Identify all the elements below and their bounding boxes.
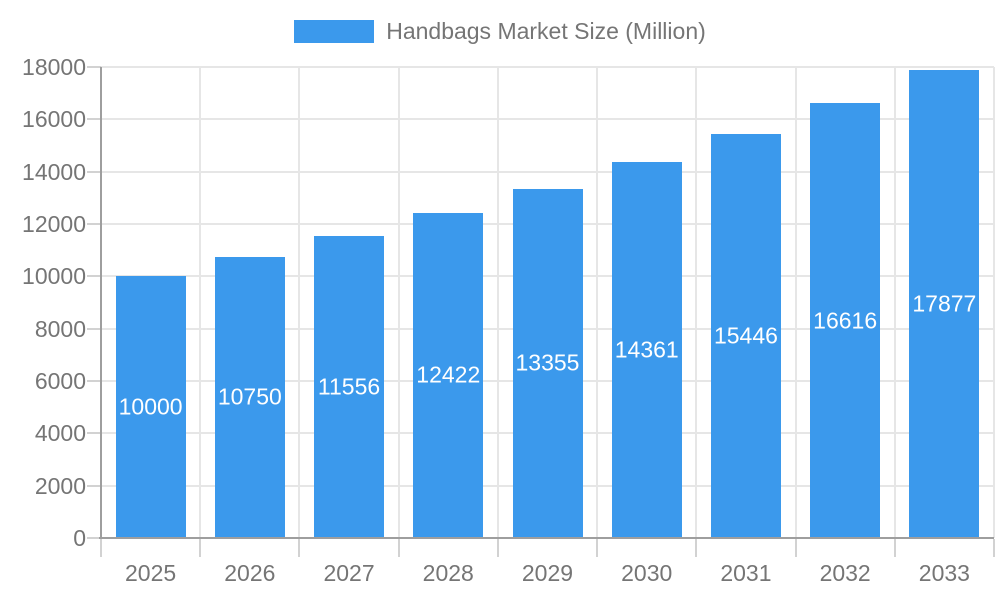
y-axis-tick xyxy=(87,66,101,68)
bar-value-label: 17877 xyxy=(912,290,977,317)
bar[interactable]: 12422 xyxy=(413,212,484,538)
y-axis-label: 12000 xyxy=(22,211,86,237)
x-axis-label: 2028 xyxy=(422,560,474,586)
bar[interactable]: 10000 xyxy=(115,276,186,538)
legend-swatch[interactable] xyxy=(294,19,375,43)
bar-value-label: 16616 xyxy=(813,307,878,334)
y-axis-line xyxy=(100,67,102,538)
gridline-vertical xyxy=(199,67,202,538)
x-axis-tick xyxy=(199,539,202,557)
y-axis-tick xyxy=(87,380,101,382)
bar[interactable]: 10750 xyxy=(214,256,285,538)
x-axis-label: 2026 xyxy=(224,560,276,586)
bar[interactable]: 16616 xyxy=(810,103,881,538)
bar-value-label: 10000 xyxy=(118,393,183,420)
y-axis-tick xyxy=(87,327,101,330)
bar-value-label: 11556 xyxy=(317,373,381,400)
gridline-vertical xyxy=(893,67,896,538)
bar-value-label: 14361 xyxy=(614,336,679,363)
y-axis-label: 4000 xyxy=(34,420,86,447)
x-axis-tick xyxy=(695,539,698,557)
bar[interactable]: 17877 xyxy=(909,70,980,538)
x-axis-tick xyxy=(893,539,896,557)
y-axis-label: 0 xyxy=(73,525,86,551)
y-axis-tick xyxy=(87,275,101,278)
y-axis-label: 14000 xyxy=(22,158,86,185)
legend-label[interactable]: Handbags Market Size (Million) xyxy=(386,18,706,44)
x-axis-tick xyxy=(298,539,301,557)
y-axis-tick xyxy=(87,537,101,539)
y-axis-tick xyxy=(87,432,101,435)
y-axis-label: 6000 xyxy=(34,368,86,394)
bar[interactable]: 15446 xyxy=(710,133,781,538)
y-axis-label: 16000 xyxy=(22,106,86,133)
y-axis-tick xyxy=(87,118,101,121)
gridline-vertical xyxy=(596,67,599,538)
bar[interactable]: 11556 xyxy=(314,235,385,538)
x-axis-label: 2025 xyxy=(125,560,177,586)
x-axis-tick xyxy=(993,539,995,557)
bar-value-label: 13355 xyxy=(515,349,580,376)
y-axis-label: 2000 xyxy=(34,472,86,499)
x-axis-label: 2027 xyxy=(323,560,375,586)
gridline-vertical xyxy=(993,67,995,538)
gridline-vertical xyxy=(695,67,698,538)
y-axis-tick xyxy=(87,484,101,487)
gridline-vertical xyxy=(397,67,400,538)
bar-value-label: 10750 xyxy=(217,383,282,410)
x-axis-tick xyxy=(794,539,797,557)
gridline-vertical xyxy=(496,67,499,538)
gridline-vertical xyxy=(298,67,301,538)
bar-value-label: 15446 xyxy=(713,322,778,349)
x-axis-label: 2032 xyxy=(819,560,871,586)
x-axis-label: 2031 xyxy=(720,560,772,586)
gridline-horizontal xyxy=(101,66,994,68)
x-axis-tick xyxy=(596,539,599,557)
y-axis-label: 18000 xyxy=(22,54,86,80)
x-axis-tick xyxy=(100,539,102,557)
y-axis-label: 8000 xyxy=(34,315,86,342)
bar-value-label: 12422 xyxy=(416,361,481,388)
y-axis-label: 10000 xyxy=(22,263,86,290)
x-axis-label: 2030 xyxy=(621,560,673,586)
x-axis-label: 2033 xyxy=(918,560,970,586)
y-axis-tick xyxy=(87,170,101,173)
y-axis-tick xyxy=(87,223,101,225)
x-axis-line xyxy=(99,537,994,539)
plot-area: 10000 10750 11556 12422 13355 14361 15446 16616… xyxy=(87,66,995,557)
x-axis-tick xyxy=(496,539,499,557)
gridline-vertical xyxy=(794,67,797,538)
bar[interactable]: 13355 xyxy=(512,188,583,538)
x-axis-label: 2029 xyxy=(521,560,574,586)
gridline-horizontal xyxy=(101,118,994,121)
gridline-horizontal xyxy=(101,170,994,173)
x-axis-tick xyxy=(397,539,400,557)
bar[interactable]: 14361 xyxy=(611,162,682,538)
legend[interactable]: Handbags Market Size (Million) xyxy=(0,14,1000,48)
